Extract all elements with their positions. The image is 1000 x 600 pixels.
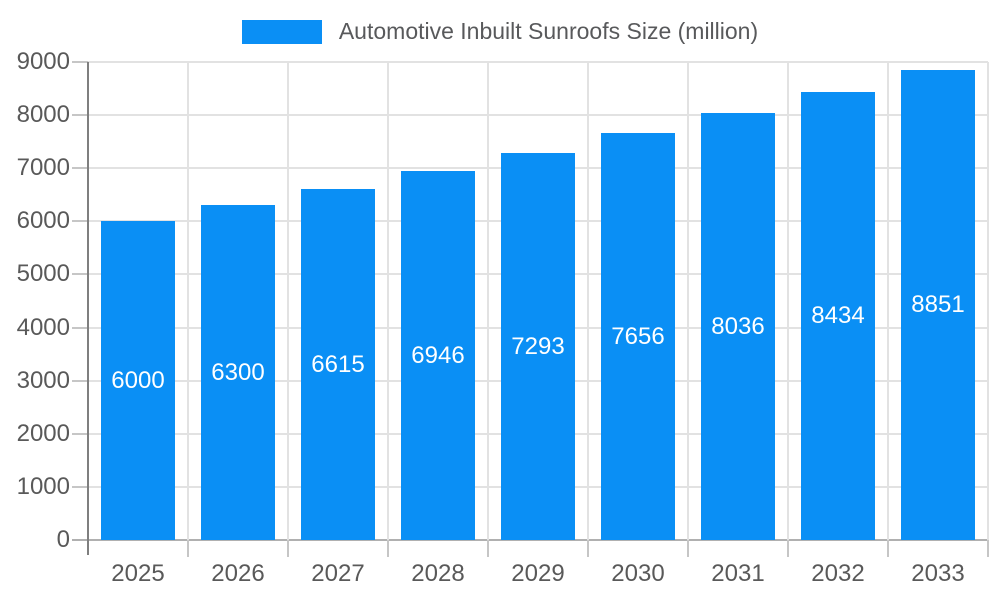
x-axis-label: 2026	[211, 560, 265, 587]
y-gridline	[88, 114, 988, 116]
legend: Automotive Inbuilt Sunroofs Size (millio…	[0, 18, 1000, 45]
x-axis-label: 2029	[511, 560, 565, 587]
category-boundary-gridline	[387, 62, 389, 540]
y-axis-label: 5000	[16, 260, 70, 287]
x-axis-label: 2033	[911, 560, 965, 587]
y-tick	[72, 61, 88, 63]
x-axis-label: 2032	[811, 560, 865, 587]
bar: 8434	[801, 92, 875, 540]
y-axis-label: 9000	[16, 48, 70, 75]
x-tick	[287, 540, 289, 557]
x-tick	[387, 540, 389, 557]
y-axis-label: 4000	[16, 314, 70, 341]
bar: 8851	[901, 70, 975, 540]
bar: 6000	[101, 221, 175, 540]
category-boundary-gridline	[187, 62, 189, 540]
x-tick	[487, 540, 489, 557]
x-axis-label: 2027	[311, 560, 365, 587]
y-axis-label: 2000	[16, 420, 70, 447]
y-axis-label: 1000	[16, 473, 70, 500]
bar: 7293	[501, 153, 575, 540]
x-tick	[687, 540, 689, 557]
bar-value-label: 6615	[311, 350, 365, 378]
x-tick	[887, 540, 889, 557]
category-boundary-gridline	[287, 62, 289, 540]
x-axis-label: 2028	[411, 560, 465, 587]
bar-value-label: 8434	[811, 302, 865, 329]
x-axis-label: 2025	[111, 560, 165, 587]
bar-value-label: 6946	[411, 341, 465, 369]
bar: 6300	[201, 205, 275, 540]
x-axis-label: 2030	[611, 560, 665, 587]
bar: 7656	[601, 133, 675, 540]
legend-label: Automotive Inbuilt Sunroofs Size (millio…	[338, 18, 759, 44]
category-boundary-gridline	[487, 62, 489, 540]
bar-value-label: 8036	[711, 312, 765, 340]
x-tick	[987, 540, 989, 557]
y-tick	[72, 167, 88, 169]
y-tick	[72, 273, 88, 275]
bar-value-label: 6300	[211, 358, 265, 386]
x-tick	[587, 540, 589, 557]
x-tick	[787, 540, 789, 557]
x-tick	[187, 540, 189, 557]
y-tick	[72, 114, 88, 116]
x-axis-label: 2031	[711, 560, 765, 587]
category-boundary-gridline	[587, 62, 589, 540]
bar-value-label: 7656	[611, 322, 665, 350]
y-tick	[72, 539, 88, 541]
y-tick	[72, 486, 88, 488]
category-boundary-gridline	[687, 62, 689, 540]
y-axis-label: 6000	[16, 207, 70, 234]
y-axis-label: 8000	[16, 101, 70, 128]
bar: 6615	[301, 189, 375, 540]
category-boundary-gridline	[787, 62, 789, 540]
bar-value-label: 6000	[111, 366, 165, 394]
category-boundary-gridline	[887, 62, 889, 540]
bar: 8036	[701, 113, 775, 540]
bar: 6946	[401, 171, 475, 540]
y-tick	[72, 380, 88, 382]
y-axis-label: 3000	[16, 367, 70, 394]
y-axis-line	[87, 62, 89, 555]
y-tick	[72, 433, 88, 435]
y-axis-label: 7000	[16, 154, 70, 181]
category-boundary-gridline	[987, 62, 989, 540]
legend-swatch	[241, 19, 322, 44]
x-axis-baseline	[88, 539, 988, 541]
y-axis-label: 0	[56, 526, 70, 553]
bar-value-label: 7293	[511, 332, 565, 360]
y-tick	[72, 327, 88, 329]
bar-value-label: 8851	[911, 291, 965, 318]
y-tick	[72, 220, 88, 222]
y-gridline	[88, 61, 988, 63]
